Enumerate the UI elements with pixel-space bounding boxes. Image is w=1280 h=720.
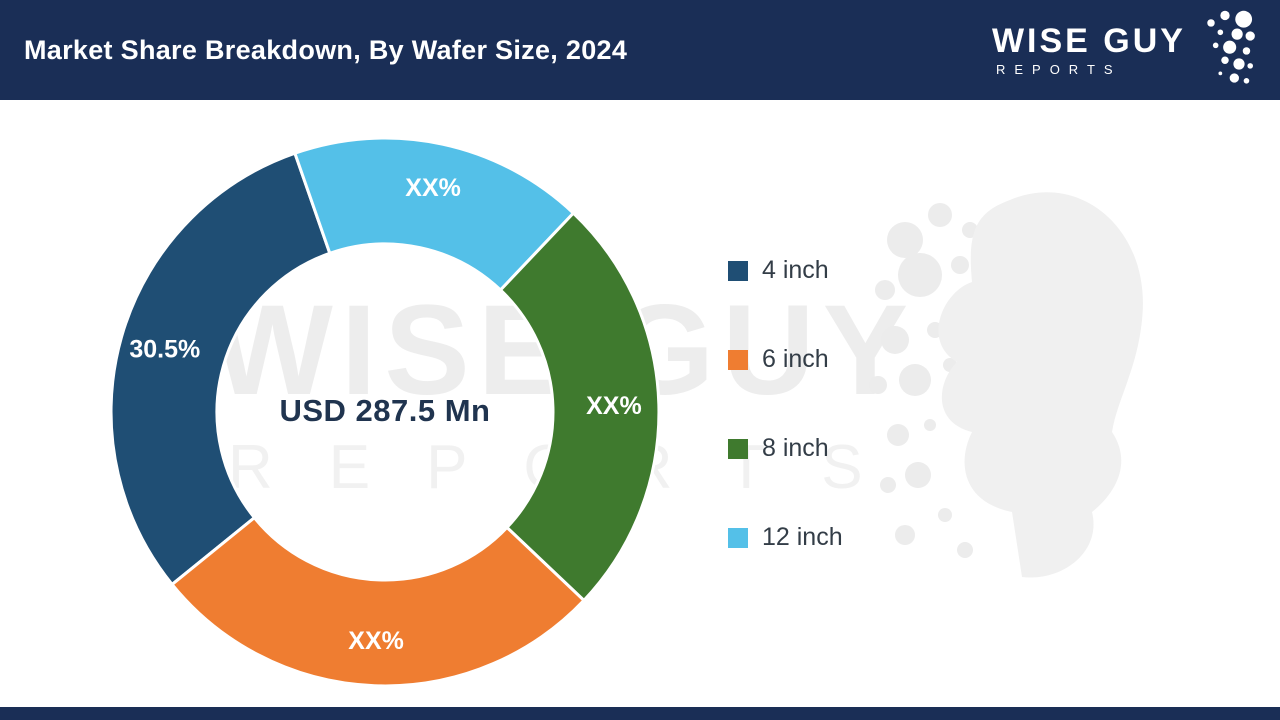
legend-item-4-inch: 4 inch: [728, 256, 843, 285]
legend-item-6-inch: 6 inch: [728, 345, 843, 374]
logo-text: WISE GUY REPORTS: [992, 23, 1186, 77]
slice-label-12-inch: XX%: [405, 174, 461, 202]
donut-segment-4-inch: [109, 151, 332, 587]
donut-segment-6-inch: [169, 515, 587, 688]
chart-area: WISE GUY REPORTS 30.5%XX%XX%XX% USD 287.…: [0, 100, 1280, 708]
logo-wordmark: WISE GUY: [991, 22, 1186, 60]
legend-swatch: [728, 349, 748, 370]
header-bar: Market Share Breakdown, By Wafer Size, 2…: [0, 0, 1280, 100]
legend-swatch: [728, 438, 748, 459]
legend-label: 4 inch: [762, 256, 829, 284]
footer-bar: [0, 707, 1280, 720]
legend-label: 12 inch: [762, 523, 843, 551]
slice-label-8-inch: XX%: [586, 392, 642, 420]
legend-swatch: [728, 527, 748, 548]
legend: 4 inch 6 inch 8 inch 12 inch: [728, 256, 843, 552]
legend-item-12-inch: 12 inch: [728, 523, 843, 552]
watermark-face: [869, 192, 1143, 578]
legend-label: 6 inch: [762, 345, 829, 373]
donut-segment-8-inch: [498, 210, 661, 603]
legend-item-8-inch: 8 inch: [728, 434, 843, 463]
logo-subtitle: REPORTS: [995, 62, 1122, 77]
page-title: Market Share Breakdown, By Wafer Size, 2…: [24, 34, 628, 65]
donut-center-value: USD 287.5 Mn: [279, 393, 491, 428]
donut-segment-12-inch: [292, 136, 576, 293]
slice-label-4-inch: 30.5%: [129, 335, 200, 363]
donut-chart: 30.5% XX% XX% XX%: [109, 136, 661, 688]
legend-swatch: [728, 260, 748, 281]
wiseguy-logo: WISE GUY REPORTS: [992, 8, 1258, 92]
logo-head-dots-icon: [1207, 10, 1255, 84]
slice-label-6-inch: XX%: [348, 627, 404, 655]
legend-label: 8 inch: [762, 434, 829, 462]
